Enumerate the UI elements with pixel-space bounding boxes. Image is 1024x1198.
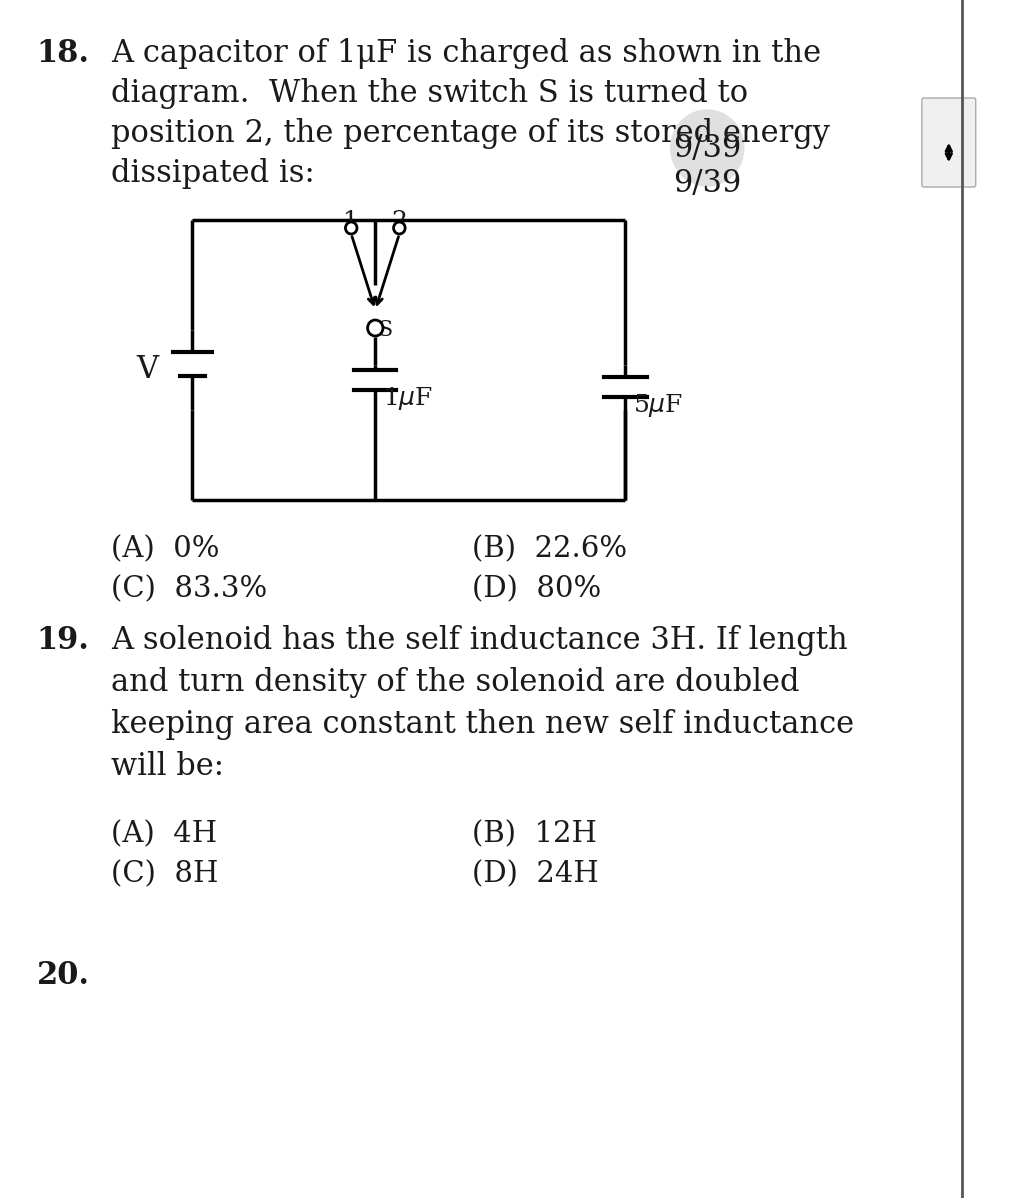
Text: and turn density of the solenoid are doubled: and turn density of the solenoid are dou…	[111, 667, 799, 698]
Text: V: V	[136, 355, 159, 386]
Circle shape	[671, 110, 743, 186]
FancyBboxPatch shape	[922, 98, 976, 187]
Text: 9/39: 9/39	[674, 168, 741, 199]
Text: (D)  24H: (D) 24H	[471, 860, 598, 888]
Text: keeping area constant then new self inductance: keeping area constant then new self indu…	[111, 709, 854, 740]
Text: A solenoid has the self inductance 3H. If length: A solenoid has the self inductance 3H. I…	[111, 625, 848, 657]
Text: (C)  83.3%: (C) 83.3%	[111, 575, 267, 603]
Text: 1$\mu$F: 1$\mu$F	[383, 385, 433, 412]
Text: 1: 1	[343, 210, 359, 232]
Text: 2: 2	[391, 210, 408, 232]
Text: (B)  12H: (B) 12H	[471, 819, 596, 848]
Circle shape	[368, 320, 383, 335]
Text: position 2, the percentage of its stored energy: position 2, the percentage of its stored…	[111, 117, 829, 149]
Text: 18.: 18.	[37, 38, 89, 69]
Text: 20.: 20.	[37, 960, 89, 991]
Text: 5$\mu$F: 5$\mu$F	[633, 392, 683, 419]
Text: (B)  22.6%: (B) 22.6%	[471, 536, 627, 563]
Text: dissipated is:: dissipated is:	[111, 158, 314, 189]
Text: (D)  80%: (D) 80%	[471, 575, 601, 603]
Text: S: S	[377, 319, 392, 341]
Text: 19.: 19.	[37, 625, 89, 657]
Text: 9/39: 9/39	[673, 133, 741, 163]
Text: (C)  8H: (C) 8H	[111, 860, 218, 888]
Text: (A)  4H: (A) 4H	[111, 819, 217, 848]
Text: will be:: will be:	[111, 751, 223, 782]
Circle shape	[345, 222, 357, 234]
Text: (A)  0%: (A) 0%	[111, 536, 219, 563]
Text: diagram.  When the switch S is turned to: diagram. When the switch S is turned to	[111, 78, 748, 109]
Text: A capacitor of 1μF is charged as shown in the: A capacitor of 1μF is charged as shown i…	[111, 38, 821, 69]
Circle shape	[393, 222, 406, 234]
